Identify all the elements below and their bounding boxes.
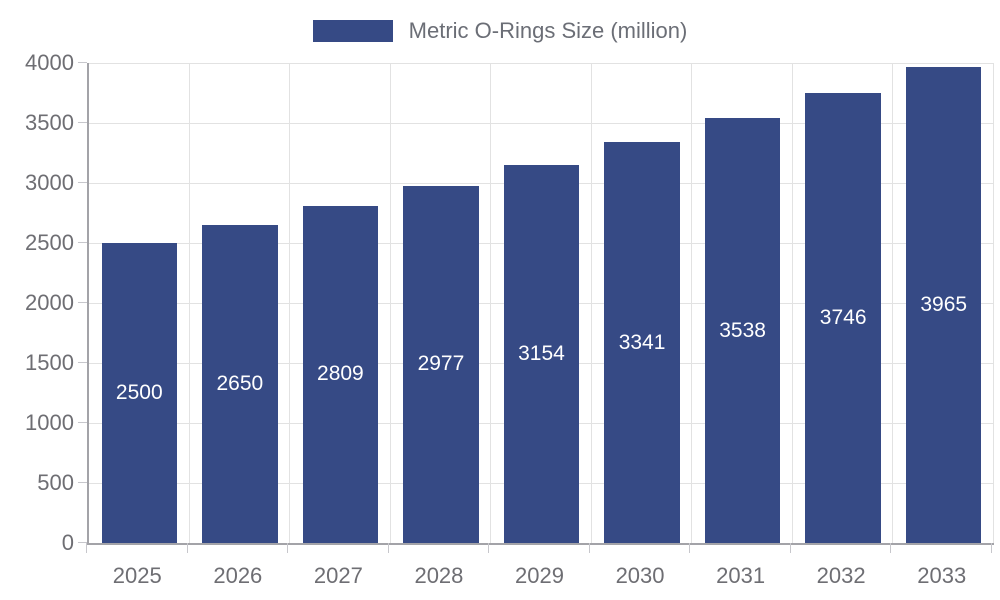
legend-swatch — [312, 20, 393, 42]
x-tick-mark — [890, 543, 892, 553]
y-tick-label: 4000 — [25, 50, 74, 75]
y-tick-label: 500 — [37, 470, 74, 495]
bar: 2650 — [202, 225, 278, 543]
legend: Metric O-Rings Size (million) — [0, 18, 1000, 44]
plot-area: 2500 2650 2809 2977 3154 3341 3538 3746 3965 — [87, 63, 994, 545]
y-tick-mark — [78, 182, 87, 183]
bar-value-label: 2500 — [115, 381, 163, 404]
y-tick-mark — [78, 62, 87, 63]
bar-value-label: 3538 — [719, 318, 766, 342]
y-tick-label: 2500 — [25, 230, 74, 255]
gridline-vertical — [691, 63, 693, 543]
y-tick-mark — [78, 542, 87, 543]
x-tick-label: 2030 — [615, 563, 665, 588]
gridline-vertical — [289, 63, 291, 543]
bar: 2500 — [101, 243, 177, 543]
x-tick-label: 2033 — [917, 563, 967, 588]
y-tick-mark — [78, 302, 87, 303]
gridline-vertical — [993, 63, 994, 543]
y-tick-mark — [78, 482, 87, 483]
bar: 3341 — [604, 142, 680, 543]
y-tick-label: 3000 — [25, 170, 74, 195]
bar: 2809 — [302, 205, 379, 543]
x-tick-label: 2029 — [515, 563, 564, 588]
y-tick-mark — [78, 242, 87, 243]
bar: 2977 — [403, 185, 479, 543]
y-tick-label: 1500 — [25, 350, 74, 375]
y-tick-label: 3500 — [25, 110, 74, 135]
y-tick-mark — [78, 362, 87, 363]
gridline-vertical — [490, 63, 492, 543]
bar: 3746 — [805, 93, 881, 543]
x-tick-label: 2028 — [414, 563, 464, 588]
x-tick-mark — [488, 543, 490, 553]
x-tick-label: 2027 — [313, 563, 363, 588]
bar: 3965 — [906, 67, 982, 543]
bar-value-label: 2977 — [417, 352, 465, 376]
x-tick-mark — [186, 543, 188, 553]
gridline-vertical — [791, 63, 793, 543]
gridline-horizontal — [89, 63, 994, 64]
bar-value-label: 3154 — [518, 341, 565, 365]
gridline-vertical — [389, 63, 391, 543]
bar: 3154 — [503, 164, 580, 543]
x-tick-mark — [86, 543, 87, 553]
bar-value-label: 3965 — [920, 293, 968, 317]
x-tick-label: 2032 — [816, 563, 866, 588]
x-tick-mark — [588, 543, 590, 553]
legend-label: Metric O-Rings Size (million) — [408, 18, 688, 43]
y-tick-label: 2000 — [25, 290, 74, 315]
gridline-horizontal — [89, 123, 994, 124]
gridline-vertical — [590, 63, 592, 543]
x-tick-label: 2025 — [112, 563, 162, 588]
x-tick-mark — [789, 543, 791, 553]
x-tick-mark — [991, 543, 992, 553]
x-tick-label: 2026 — [213, 563, 263, 588]
y-tick-mark — [78, 422, 87, 423]
gridline-vertical — [188, 63, 190, 543]
bar: 3538 — [704, 118, 781, 543]
y-tick-mark — [78, 122, 87, 123]
x-tick-mark — [287, 543, 289, 553]
x-tick-mark — [689, 543, 691, 553]
bar-value-label: 2650 — [216, 372, 264, 395]
bar-value-label: 3341 — [618, 330, 666, 354]
bar-value-label: 3746 — [819, 306, 867, 330]
gridline-vertical — [892, 63, 894, 543]
x-tick-mark — [387, 543, 389, 553]
y-tick-label: 1000 — [25, 410, 74, 435]
y-tick-label: 0 — [61, 530, 74, 555]
x-tick-label: 2031 — [716, 563, 766, 588]
bar-value-label: 2809 — [317, 362, 364, 386]
